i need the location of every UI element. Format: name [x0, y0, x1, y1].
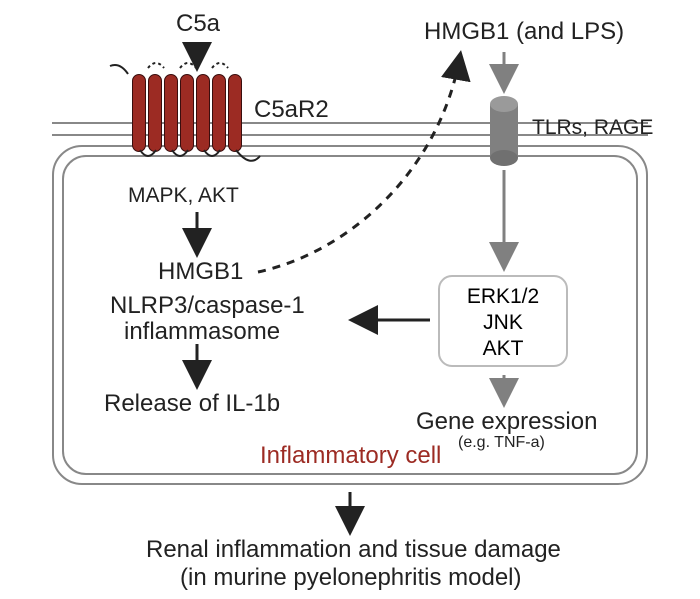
c5a-label: C5a — [176, 10, 220, 38]
nlrp3-line2: inflammasome — [124, 318, 280, 346]
mapk-label: MAPK, AKT — [128, 184, 239, 208]
arrows-layer — [0, 0, 700, 599]
hmgb1-top-label: HMGB1 (and LPS) — [424, 18, 624, 46]
tlrs-label: TLRs, RAGE — [532, 116, 653, 140]
outcome-line1: Renal inflammation and tissue damage — [146, 536, 561, 564]
c5ar2-label: C5aR2 — [254, 96, 329, 124]
il1b-label: Release of IL-1b — [104, 390, 280, 418]
inflammatory-label: Inflammatory cell — [260, 442, 441, 470]
nlrp3-line1: NLRP3/caspase-1 — [110, 292, 305, 320]
outcome-line2: (in murine pyelonephritis model) — [180, 564, 521, 592]
hmgb1-mid-label: HMGB1 — [158, 258, 243, 286]
gene-expr-sub-label: (e.g. TNF-a) — [458, 434, 545, 452]
gene-expr-label: Gene expression — [416, 408, 597, 436]
